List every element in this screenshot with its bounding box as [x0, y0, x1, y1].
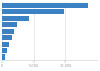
- Bar: [2, 16, 29, 21]
- Bar: [2, 29, 14, 34]
- Bar: [2, 3, 88, 8]
- Bar: [2, 54, 5, 60]
- Bar: [2, 42, 9, 47]
- Bar: [2, 35, 12, 40]
- Bar: [2, 22, 17, 27]
- Bar: [2, 48, 7, 53]
- Bar: [2, 9, 64, 14]
